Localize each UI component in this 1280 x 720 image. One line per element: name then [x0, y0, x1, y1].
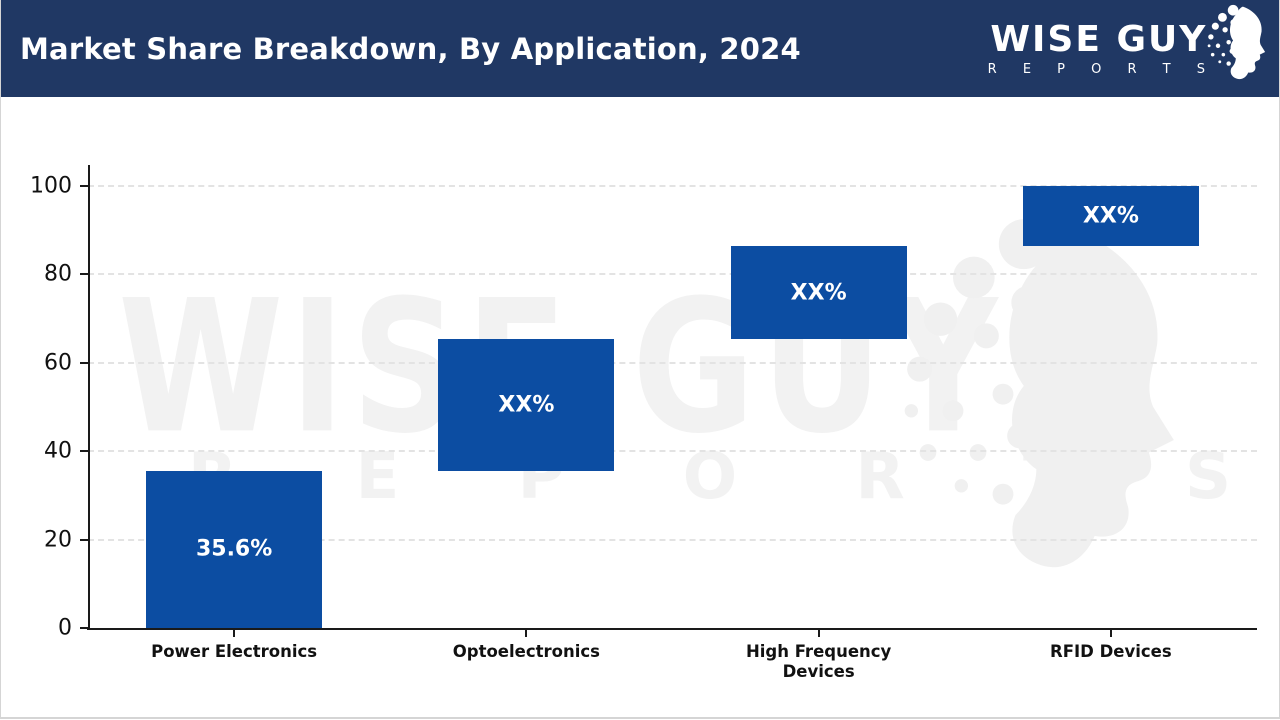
gridline-60: [88, 361, 1257, 364]
logo-wordmark: WISE GUY R E P O R T S: [982, 18, 1216, 77]
gridline-40: [88, 450, 1257, 453]
bar-value-label-high-frequency-devices: XX%: [790, 280, 847, 306]
bar-value-label-rfid-devices: XX%: [1082, 203, 1139, 229]
bar-power-electronics: [146, 470, 323, 628]
y-axis-tick-80: [80, 273, 88, 276]
bar-high-frequency-devices: [730, 246, 907, 339]
y-axis-tick-label-60: 60: [44, 350, 72, 376]
y-axis-tick-0: [80, 627, 88, 629]
y-axis-tick-label-40: 40: [44, 438, 72, 464]
x-axis-tick-optoelectronics: [525, 630, 528, 637]
x-axis-category-label-rfid-devices: RFID Devices: [1050, 642, 1172, 661]
gridline-80: [88, 273, 1257, 276]
x-axis-category-label-high-frequency-devices: High Frequency Devices: [745, 642, 892, 681]
gridline-20: [88, 538, 1257, 541]
logo-head-icon: [1202, 3, 1266, 89]
logo-brand-subtitle: R E P O R T S: [987, 61, 1216, 77]
wise-guy-logo: WISE GUY R E P O R T S: [982, 4, 1280, 89]
header-band: Market Share Breakdown, By Application, …: [0, 0, 1280, 97]
y-axis-tick-label-20: 20: [44, 527, 72, 553]
chart-title: Market Share Breakdown, By Application, …: [20, 31, 801, 66]
logo-brand-name: WISE GUY: [990, 18, 1208, 60]
x-axis-category-label-optoelectronics: Optoelectronics: [452, 642, 600, 661]
y-axis-line: [88, 165, 90, 630]
y-axis-tick-label-100: 100: [30, 173, 72, 199]
y-axis-tick-100: [80, 185, 88, 187]
bar-value-label-power-electronics: 35.6%: [195, 536, 273, 562]
y-axis-tick-60: [80, 361, 88, 364]
x-axis-tick-high-frequency-devices: [817, 630, 820, 637]
x-axis-line: [87, 628, 1257, 630]
x-axis-category-label-power-electronics: Power Electronics: [151, 642, 318, 661]
y-axis-tick-20: [80, 538, 88, 541]
y-axis-tick-label-80: 80: [44, 261, 72, 287]
y-axis-tick-40: [80, 450, 88, 453]
plot-area: 0 20 40 60 80 100 35.6% Power Electronics XX% Opt…: [0, 97, 1280, 720]
x-axis-tick-power-electronics: [233, 630, 236, 637]
y-axis-tick-label-0: 0: [58, 615, 72, 641]
gridline-100: [88, 185, 1257, 187]
x-axis-tick-rfid-devices: [1109, 630, 1112, 637]
bar-optoelectronics: [438, 338, 615, 471]
bar-value-label-optoelectronics: XX%: [498, 392, 555, 418]
